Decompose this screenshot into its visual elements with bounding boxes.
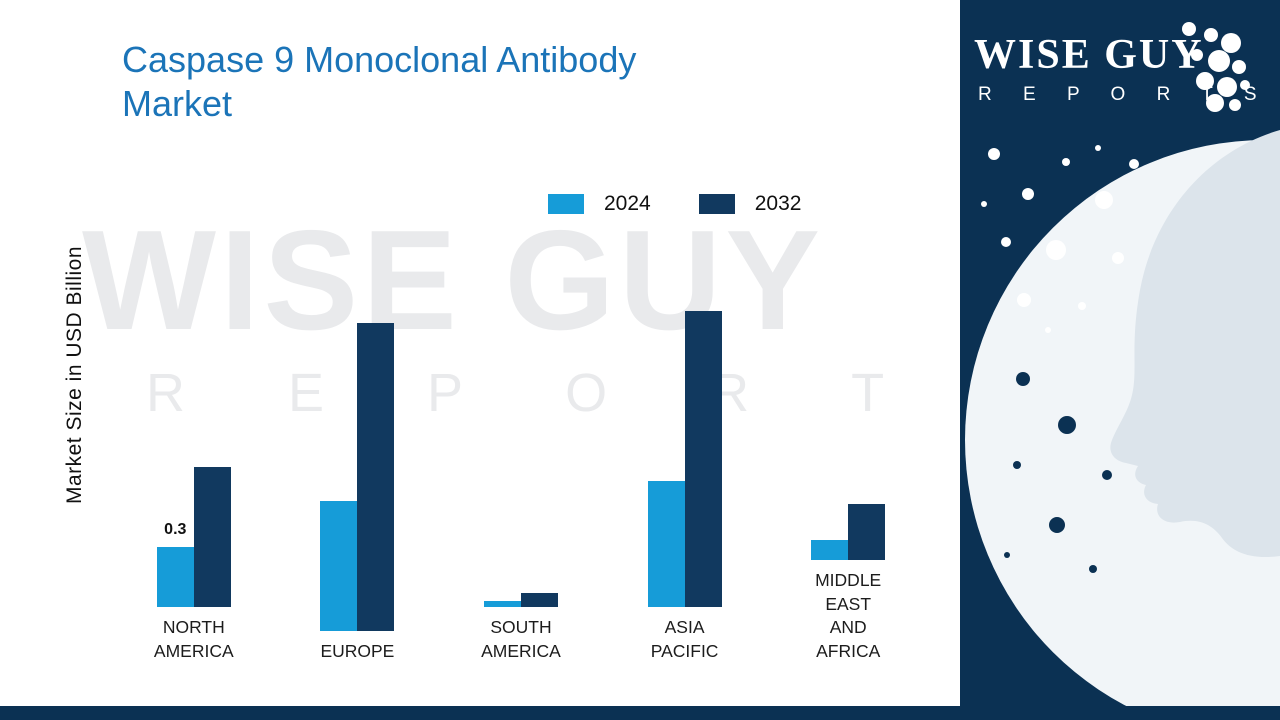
white-dots-pattern <box>988 148 1000 160</box>
bar-2032-north-america <box>193 467 231 608</box>
brand-logo-subtitle: R E P O R T S <box>978 84 1270 105</box>
legend-item-2024: 2024 <box>548 192 651 216</box>
legend-swatch-2032 <box>698 194 735 214</box>
chart-legend: 2024 2032 <box>548 192 801 216</box>
navy-dots-pattern <box>1016 372 1030 386</box>
watermark-line2: R E P O R T S <box>146 363 1067 423</box>
bar-group-north-america: 0.3 NORTH AMERICA <box>112 267 276 663</box>
bottom-accent-bar <box>0 706 1280 720</box>
bar-2024-asia-pacific <box>647 481 685 608</box>
category-label-south-america: SOUTH AMERICA <box>481 617 561 661</box>
bars-asia-pacific <box>647 267 722 608</box>
bars-south-america <box>483 267 558 608</box>
face-profile-graphic <box>1110 130 1280 558</box>
chart-title: Caspase 9 Monoclonal Antibody Market <box>122 39 637 124</box>
logo-head-icon <box>1182 22 1196 36</box>
bar-value-label-north-america: 0.3 <box>164 521 187 539</box>
brand-logo: WISE GUY R E P O R T S <box>974 34 1270 106</box>
legend-item-2032: 2032 <box>698 192 802 216</box>
bar-group-south-america: SOUTH AMERICA <box>439 267 603 663</box>
category-label-europe: EUROPE <box>320 640 395 661</box>
bar-2032-south-america <box>520 593 558 608</box>
category-label-north-america: NORTH AMERICA <box>153 617 234 661</box>
bar-group-asia-pacific: ASIA PACIFIC <box>603 267 767 663</box>
legend-label-2032: 2032 <box>754 192 802 215</box>
category-label-middle-east-and-africa: MIDDLE EAST AND AFRICA <box>815 570 882 661</box>
bar-group-europe: EUROPE <box>276 291 440 664</box>
bar-group-middle-east-and-africa: MIDDLE EAST AND AFRICA <box>766 220 930 664</box>
bars-north-america: 0.3 <box>156 267 231 608</box>
bar-chart-plot-area: 0.3 NORTH AMERICA EUROPE SOUTH AMERICA ASIA … <box>112 220 930 664</box>
legend-label-2024: 2024 <box>604 192 651 215</box>
bar-2032-europe <box>357 322 395 631</box>
brand-panel: WISE GUY R E P O R T S <box>960 0 1280 720</box>
bar-2024-middle-east-and-africa <box>811 540 849 560</box>
bars-europe <box>320 291 395 631</box>
category-label-asia-pacific: ASIA PACIFIC <box>650 617 719 661</box>
bars-middle-east-and-africa <box>811 220 886 560</box>
bar-2024-south-america <box>483 601 521 608</box>
legend-swatch-2024 <box>548 194 584 214</box>
bar-2032-middle-east-and-africa <box>848 504 886 560</box>
bar-2024-north-america: 0.3 <box>156 521 194 608</box>
bar-2032-asia-pacific <box>684 311 722 608</box>
bar-2024-europe <box>320 500 358 631</box>
y-axis-label: Market Size in USD Billion <box>63 245 86 505</box>
brand-logo-name: WISE GUY <box>974 32 1204 78</box>
watermark: WISE GUY R E P O R T S <box>82 210 1067 423</box>
